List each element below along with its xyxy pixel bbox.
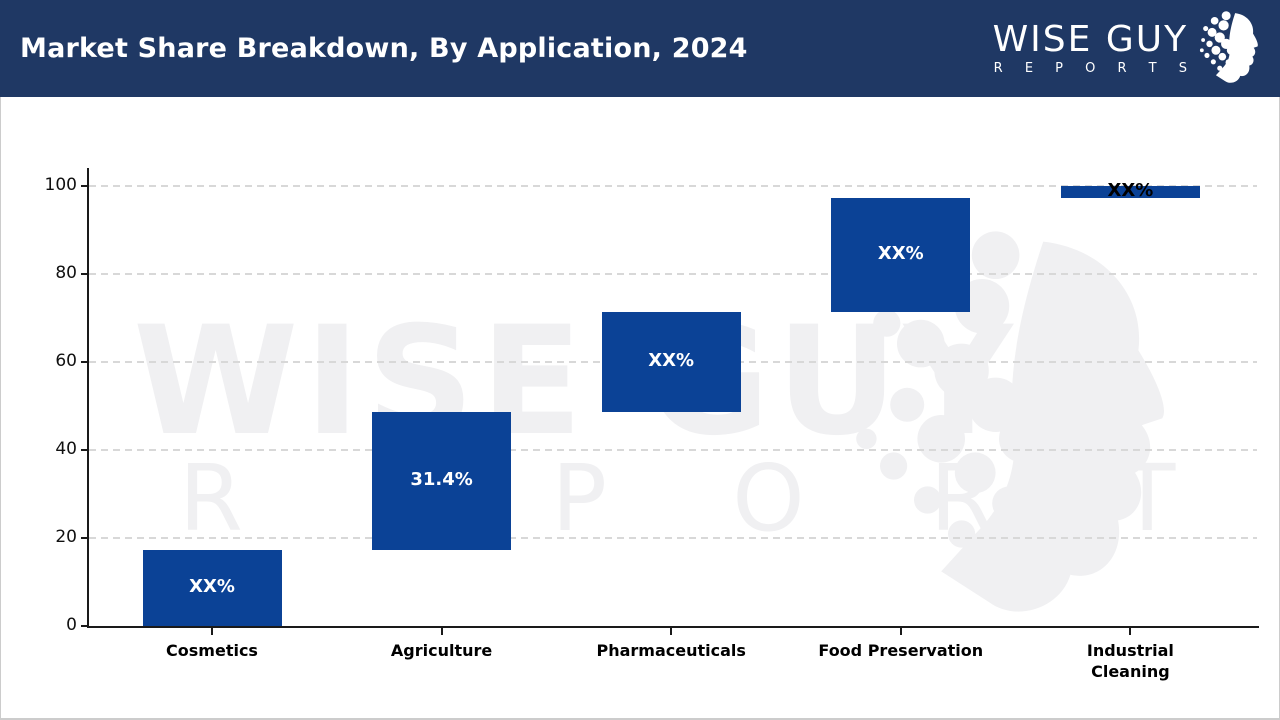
x-tick-1 bbox=[440, 628, 443, 635]
gridline-100 bbox=[89, 185, 1257, 187]
bar-agriculture: 31.4% bbox=[372, 412, 512, 551]
y-tick-0 bbox=[81, 625, 88, 627]
x-category-label: Agriculture bbox=[390, 641, 493, 660]
bar-value-label: XX% bbox=[648, 349, 695, 371]
logo-subtitle: R E P O R T S bbox=[993, 60, 1196, 76]
dotted-head-logo-icon bbox=[1199, 10, 1258, 83]
x-tick-0 bbox=[211, 628, 213, 635]
y-tick-label-40: 40 bbox=[55, 439, 77, 459]
y-tick-40 bbox=[81, 449, 88, 451]
header-band: Market Share Breakdown, By Application, … bbox=[0, 0, 1280, 97]
bar-industrial-cleaning: XX% bbox=[1060, 180, 1200, 201]
watermark-head-icon bbox=[856, 231, 1164, 612]
gridline-40 bbox=[89, 449, 1257, 451]
y-axis-spine bbox=[87, 168, 89, 628]
chart-area: WISE GUY R E P O R T S 020406080100XX%Co… bbox=[0, 97, 1280, 720]
bar-value-label: XX% bbox=[877, 243, 924, 265]
gridline-80 bbox=[89, 273, 1257, 275]
chart-title: Market Share Breakdown, By Application, … bbox=[20, 33, 748, 64]
bar-cosmetics: XX% bbox=[142, 550, 282, 626]
y-tick-label-60: 60 bbox=[55, 351, 77, 371]
y-tick-80 bbox=[81, 273, 88, 275]
x-category-label: Pharmaceuticals bbox=[596, 641, 746, 660]
y-tick-60 bbox=[81, 361, 88, 363]
x-category-label: Cosmetics bbox=[166, 641, 258, 660]
bar-value-label: 31.4% bbox=[410, 469, 473, 491]
y-tick-label-20: 20 bbox=[55, 527, 77, 547]
wise-guy-reports-logo: WISE GUY R E P O R T S bbox=[985, 9, 1262, 89]
bar-value-label: XX% bbox=[1107, 180, 1154, 202]
y-tick-label-0: 0 bbox=[66, 615, 77, 635]
bar-pharmaceuticals: XX% bbox=[601, 311, 741, 413]
gridline-20 bbox=[89, 537, 1257, 539]
bar-value-label: XX% bbox=[189, 576, 235, 598]
x-tick-3 bbox=[899, 628, 902, 635]
x-tick-4 bbox=[1129, 628, 1132, 635]
x-category-label: Industrial Cleaning bbox=[1086, 641, 1174, 681]
x-category-label: Food Preservation bbox=[818, 641, 984, 660]
logo-wordmark: WISE GUY bbox=[992, 18, 1189, 60]
y-tick-20 bbox=[81, 537, 88, 539]
y-tick-label-80: 80 bbox=[55, 263, 77, 283]
x-axis-spine bbox=[87, 626, 1259, 628]
logo-text: WISE GUY R E P O R T S bbox=[985, 18, 1196, 77]
x-tick-2 bbox=[670, 628, 673, 635]
y-tick-label-100: 100 bbox=[44, 175, 77, 195]
bar-food-preservation: XX% bbox=[831, 198, 971, 312]
y-tick-100 bbox=[81, 185, 88, 187]
